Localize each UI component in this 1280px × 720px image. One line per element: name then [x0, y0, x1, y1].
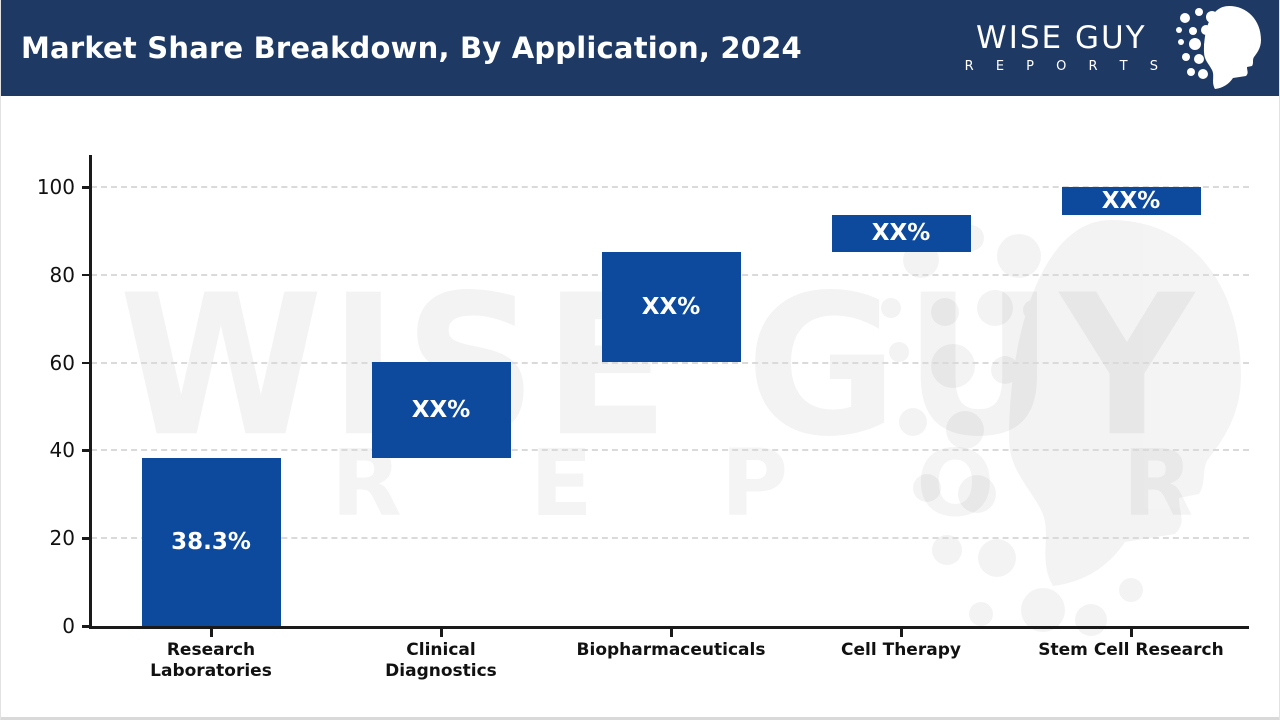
x-category-label: Stem Cell Research [1038, 640, 1224, 660]
y-tick-mark [82, 186, 91, 189]
plot-area: 0 20 40 60 80 100 38.3% Research Laboratories XX%… [1, 96, 1279, 720]
gridline [91, 361, 1249, 364]
x-tick-mark [210, 628, 213, 637]
x-tick-mark [1130, 628, 1133, 637]
bottom-border [1, 717, 1279, 720]
y-tick-mark [82, 537, 91, 540]
bar-value-label: 38.3% [171, 528, 251, 555]
wiseguy-head-icon [1176, 6, 1261, 89]
logo-wordmark: WISE GUY [976, 20, 1147, 56]
bar-value-label: XX% [1101, 187, 1161, 214]
x-axis-line [89, 626, 1249, 629]
bar-value-label: XX% [871, 220, 931, 247]
y-tick-mark [82, 273, 91, 277]
y-tick-label: 60 [49, 350, 75, 375]
y-tick-label: 0 [62, 614, 75, 638]
x-category-label: Clinical Diagnostics [385, 640, 497, 682]
x-tick-mark [440, 628, 443, 637]
y-tick-mark [82, 449, 91, 452]
gridline [91, 449, 1249, 452]
x-category-label: Cell Therapy [841, 640, 961, 660]
bar-value-label: XX% [411, 397, 471, 423]
y-axis-line [89, 155, 92, 626]
y-tick-label: 20 [49, 526, 75, 551]
x-category-label: Biopharmaceuticals [576, 640, 766, 660]
bar-value-label: XX% [641, 294, 701, 321]
bar-segment: XX% [1061, 187, 1201, 215]
bar-segment: 38.3% [141, 457, 281, 626]
y-tick-mark [82, 361, 91, 365]
x-tick-mark [670, 628, 673, 637]
y-tick-label: 80 [49, 262, 75, 287]
bar-segment: XX% [601, 251, 741, 363]
x-category-label: Research Laboratories [150, 640, 272, 682]
y-tick-label: 40 [49, 438, 75, 463]
bar-segment: XX% [371, 362, 511, 458]
x-tick-mark [900, 628, 903, 637]
gridline [91, 537, 1249, 540]
y-tick-mark [82, 625, 91, 628]
header: Market Share Breakdown, By Application, … [1, 0, 1279, 96]
gridline [91, 186, 1249, 188]
wiseguy-logo: WISE GUY R E P O R T S [956, 4, 1263, 92]
y-tick-label: 100 [36, 175, 75, 199]
bar-segment: XX% [831, 214, 971, 252]
chart-title: Market Share Breakdown, By Application, … [21, 31, 802, 65]
logo-subtitle: R E P O R T S [964, 59, 1167, 74]
